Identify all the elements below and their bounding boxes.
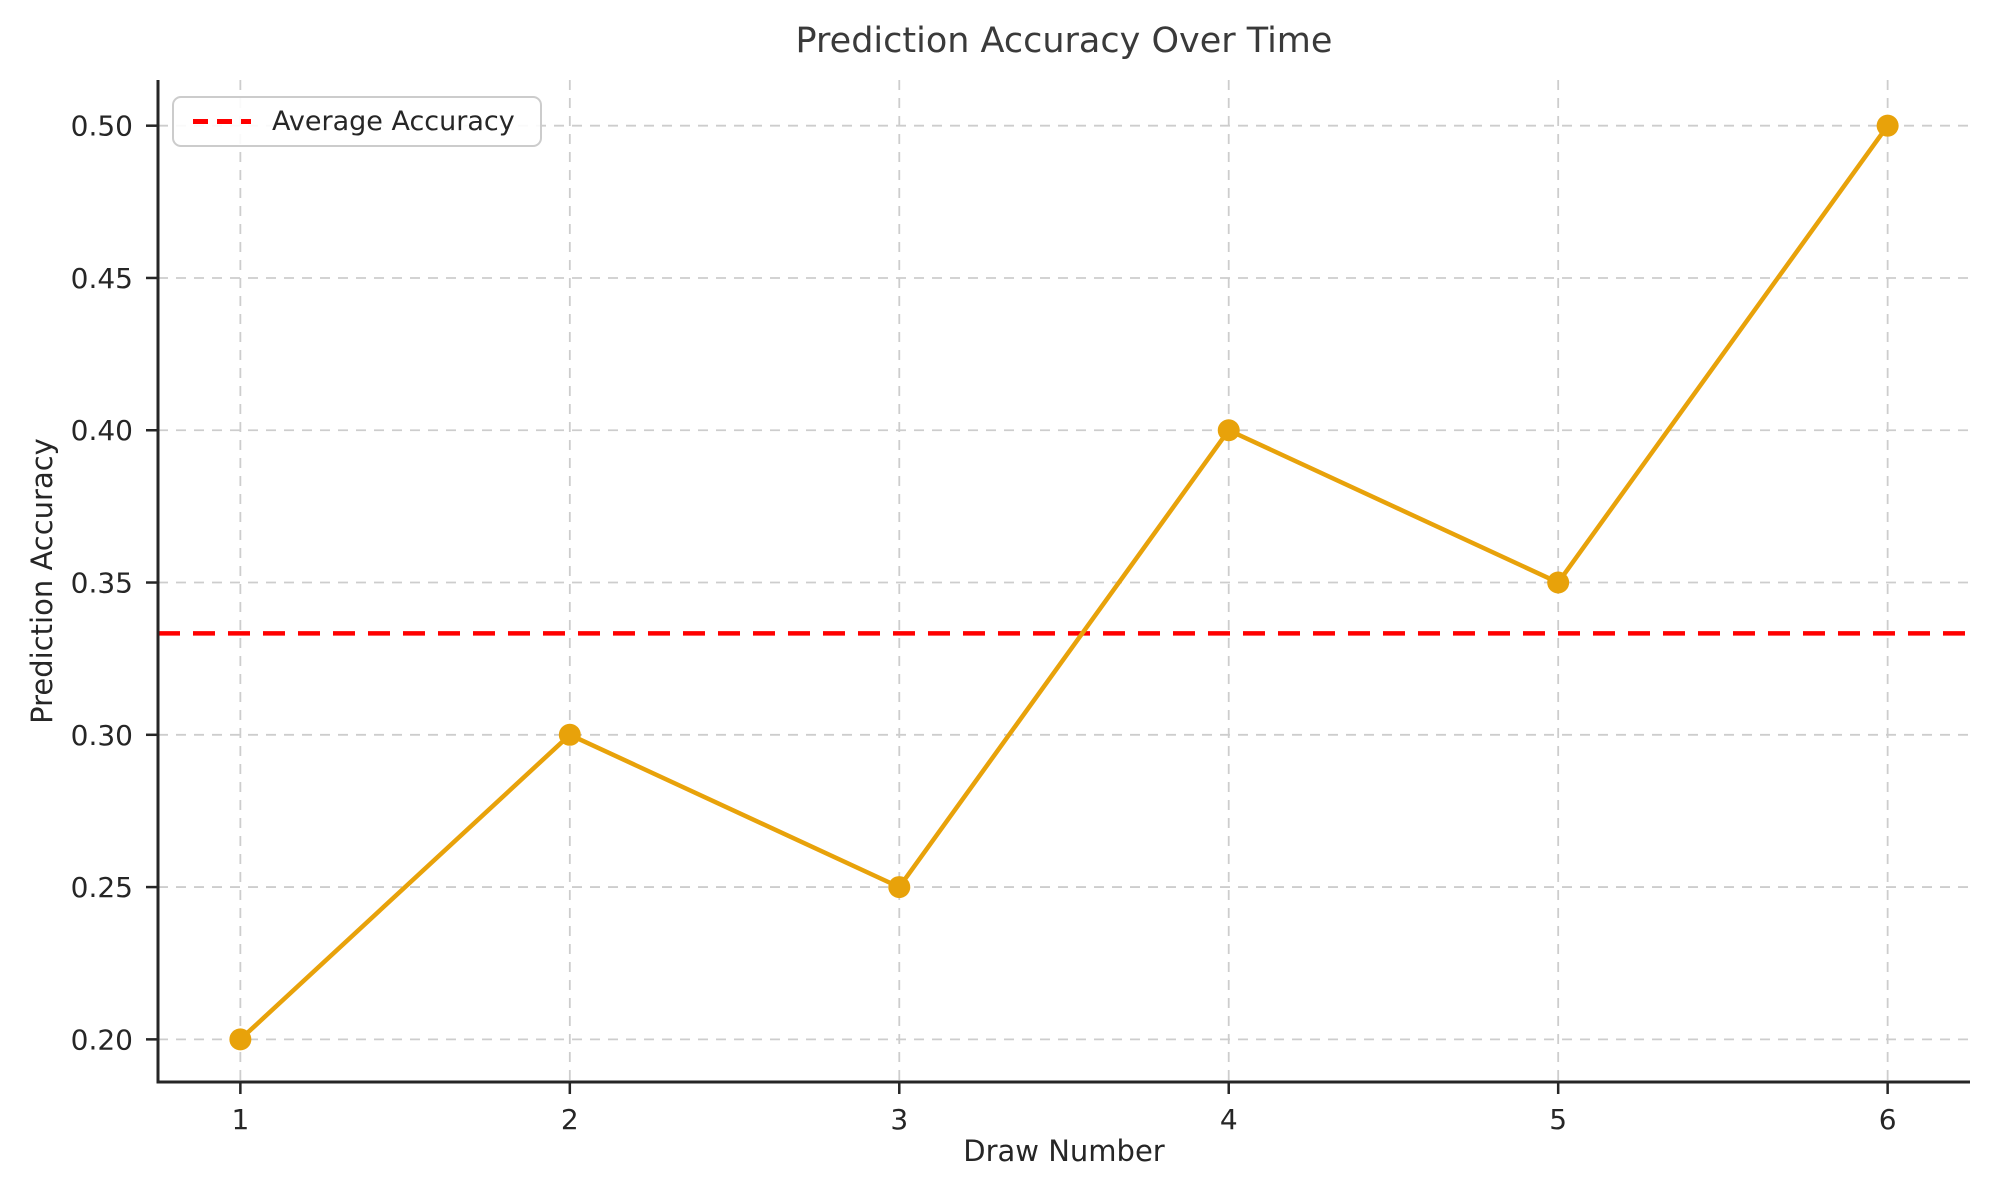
x-tick-label: 5 [1549, 1103, 1567, 1136]
y-tick-label: 0.35 [71, 567, 133, 600]
y-tick-label: 0.20 [71, 1023, 133, 1056]
x-tick-label: 6 [1879, 1103, 1897, 1136]
y-tick-label: 0.25 [71, 871, 133, 904]
y-tick-label: 0.30 [71, 719, 133, 752]
accuracy-series-line [238, 123, 1890, 1042]
chart-title: Prediction Accuracy Over Time [795, 21, 1333, 61]
legend-red-dashed-line-icon [193, 119, 251, 124]
y-tick-label: 0.45 [71, 262, 133, 295]
x-tick-label: 2 [561, 1103, 579, 1136]
y-tick-label: 0.50 [71, 110, 133, 143]
data-point-marker [888, 876, 911, 899]
data-point-marker [558, 723, 581, 746]
x-tick-label: 1 [231, 1103, 249, 1136]
y-tick-label: 0.40 [71, 414, 133, 447]
x-axis-label: Draw Number [963, 1134, 1165, 1168]
data-point-marker [1217, 419, 1240, 442]
data-point-marker [229, 1028, 252, 1051]
legend-label: Average Accuracy [272, 106, 515, 137]
data-point-marker [1547, 571, 1570, 594]
x-tick-label: 3 [890, 1103, 908, 1136]
legend: Average Accuracy [172, 96, 542, 147]
x-tick-label: 4 [1220, 1103, 1238, 1136]
data-point-marker [1876, 114, 1899, 137]
y-axis-label: Prediction Accuracy [25, 438, 59, 724]
